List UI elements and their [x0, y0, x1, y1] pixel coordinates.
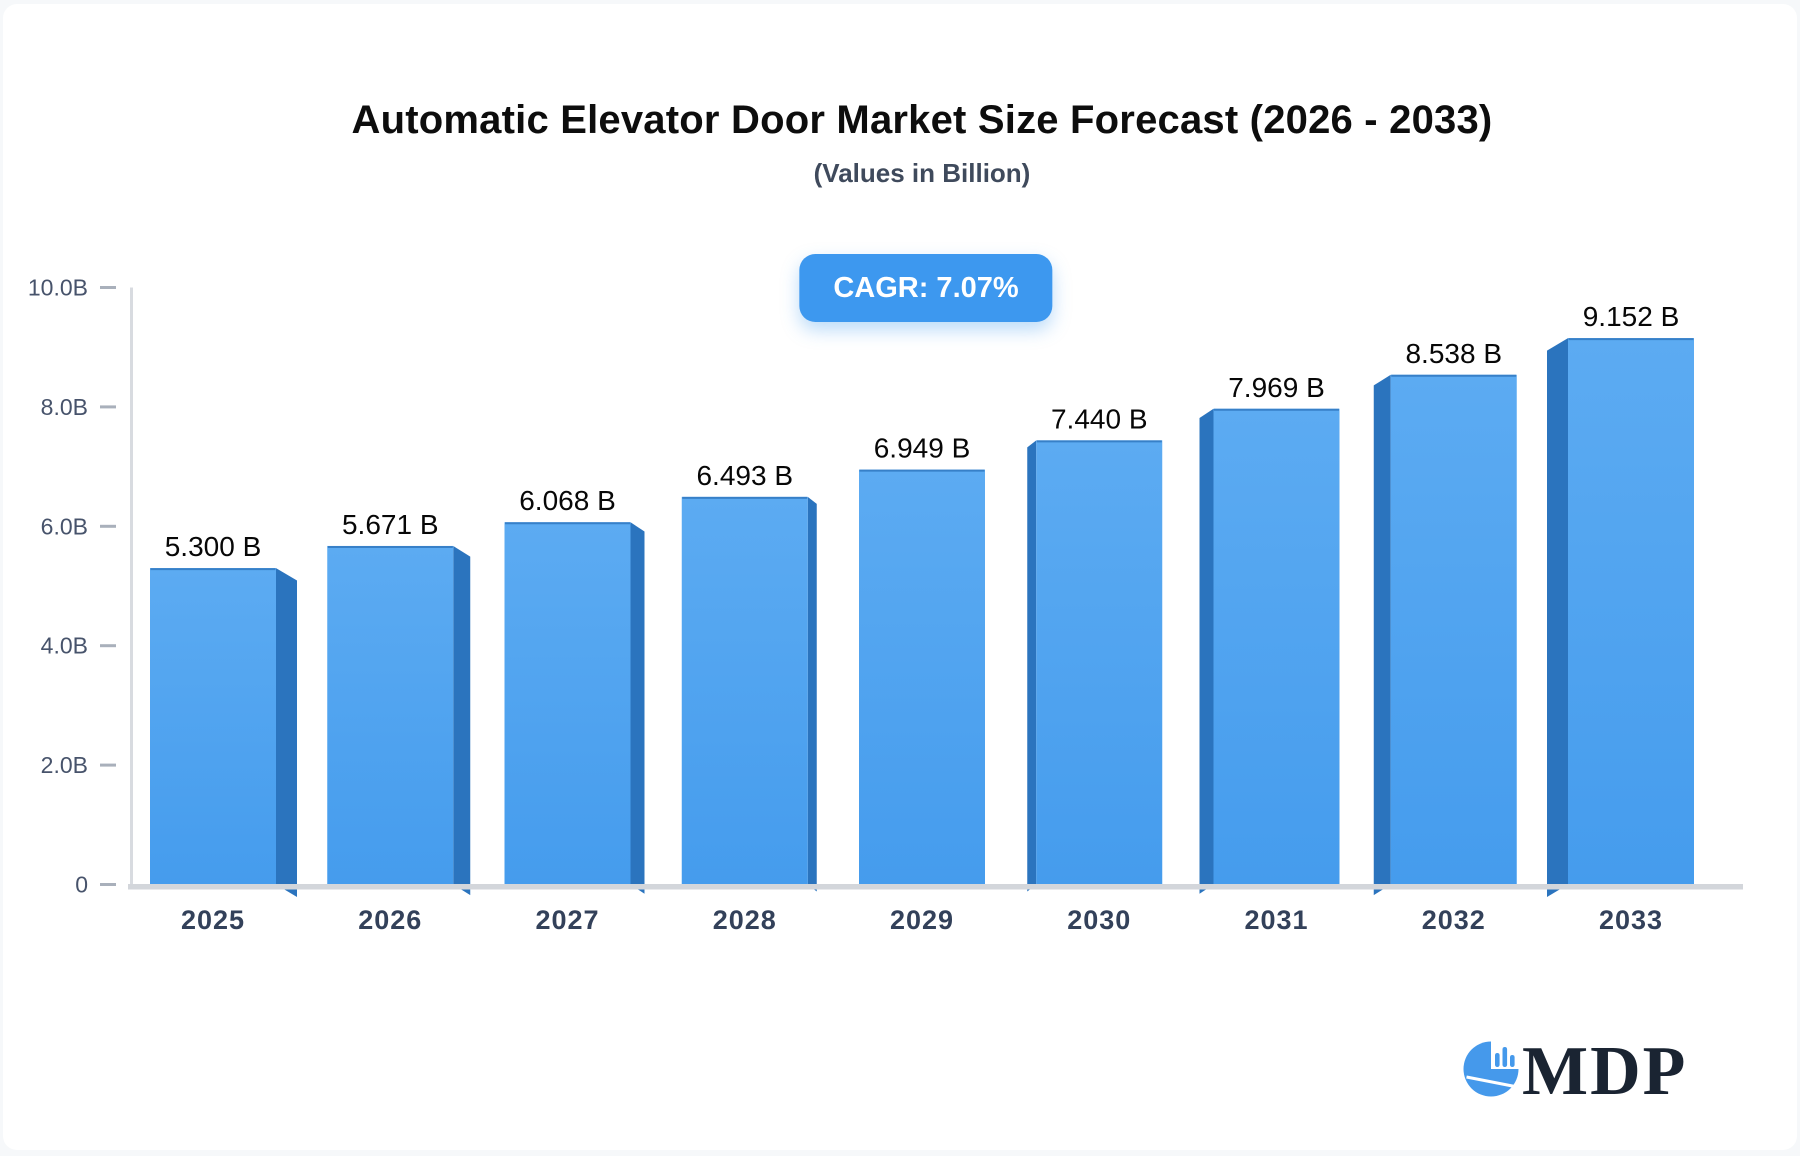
bar-2025 — [150, 568, 276, 885]
x-category-label-2030: 2030 — [1067, 905, 1131, 935]
brand-logo: MDP — [1462, 1032, 1762, 1112]
bar-2032 — [1390, 374, 1517, 885]
bar-value-label-2032: 8.538 B — [1405, 338, 1502, 369]
bar-value-label-2026: 5.671 B — [342, 509, 439, 540]
bar-value-label-2027: 6.068 B — [519, 485, 616, 516]
y-tick-label-8.0B: 8.0B — [41, 394, 88, 420]
bar-side-2032 — [1373, 374, 1391, 896]
x-category-label-2028: 2028 — [713, 905, 777, 935]
y-tick-label-2.0B: 2.0B — [41, 752, 88, 778]
bar-side-2030 — [1027, 440, 1037, 892]
x-category-label-2027: 2027 — [535, 905, 599, 935]
y-tick-label-6.0B: 6.0B — [41, 513, 88, 539]
x-category-label-2032: 2032 — [1422, 905, 1486, 935]
bar-value-label-2028: 6.493 B — [696, 460, 793, 491]
logo-mini-bar-2 — [1502, 1047, 1508, 1067]
bar-side-2031 — [1199, 408, 1214, 894]
chart-title: Automatic Elevator Door Market Size Fore… — [351, 98, 1493, 142]
x-category-label-2025: 2025 — [181, 905, 245, 935]
bar-2027 — [504, 522, 631, 885]
bar-value-label-2031: 7.969 B — [1228, 372, 1325, 403]
y-tick-mark-2.0B — [100, 763, 116, 767]
y-tick-mark-0 — [100, 883, 116, 886]
bar-value-label-2030: 7.440 B — [1051, 403, 1148, 434]
x-axis-baseline — [128, 884, 1743, 890]
bar-side-2033 — [1547, 338, 1568, 897]
bar-side-2028 — [807, 496, 817, 892]
y-tick-label-10.0B: 10.0B — [28, 275, 88, 301]
bar-2028 — [681, 496, 808, 885]
mdp-pie-chart-icon — [1463, 1040, 1520, 1097]
y-tick-mark-4.0B — [100, 644, 116, 648]
bar-2026 — [327, 545, 454, 885]
y-tick-mark-6.0B — [100, 524, 116, 528]
cagr-badge: CAGR: 7.07% — [799, 254, 1053, 322]
y-axis-line — [130, 287, 133, 885]
logo-mini-bar-3 — [1510, 1055, 1515, 1067]
y-tick-mark-8.0B — [100, 405, 116, 409]
y-tick-label-0: 0 — [75, 872, 88, 898]
logo-mini-bar-1 — [1495, 1053, 1500, 1067]
bar-side-2025 — [276, 568, 297, 897]
bar-side-2027 — [630, 522, 645, 894]
y-tick-label-4.0B: 4.0B — [41, 633, 88, 659]
x-category-label-2026: 2026 — [358, 905, 422, 935]
bar-value-label-2025: 5.300 B — [165, 531, 262, 562]
chart-subtitle: (Values in Billion) — [813, 158, 1031, 188]
logo-wordmark: MDP — [1522, 1033, 1688, 1110]
bar-value-label-2029: 6.949 B — [874, 433, 971, 464]
bar-2029 — [859, 469, 985, 885]
bar-2030 — [1036, 440, 1163, 885]
x-category-label-2033: 2033 — [1599, 905, 1663, 935]
x-category-label-2029: 2029 — [890, 905, 954, 935]
bar-2033 — [1568, 338, 1694, 885]
bar-side-2026 — [453, 545, 471, 896]
bar-2031 — [1213, 408, 1340, 885]
y-tick-mark-10.0B — [100, 286, 116, 289]
x-category-label-2031: 2031 — [1244, 905, 1308, 935]
logo-slice-line — [1466, 1075, 1516, 1088]
bar-value-label-2033: 9.152 B — [1583, 301, 1680, 332]
